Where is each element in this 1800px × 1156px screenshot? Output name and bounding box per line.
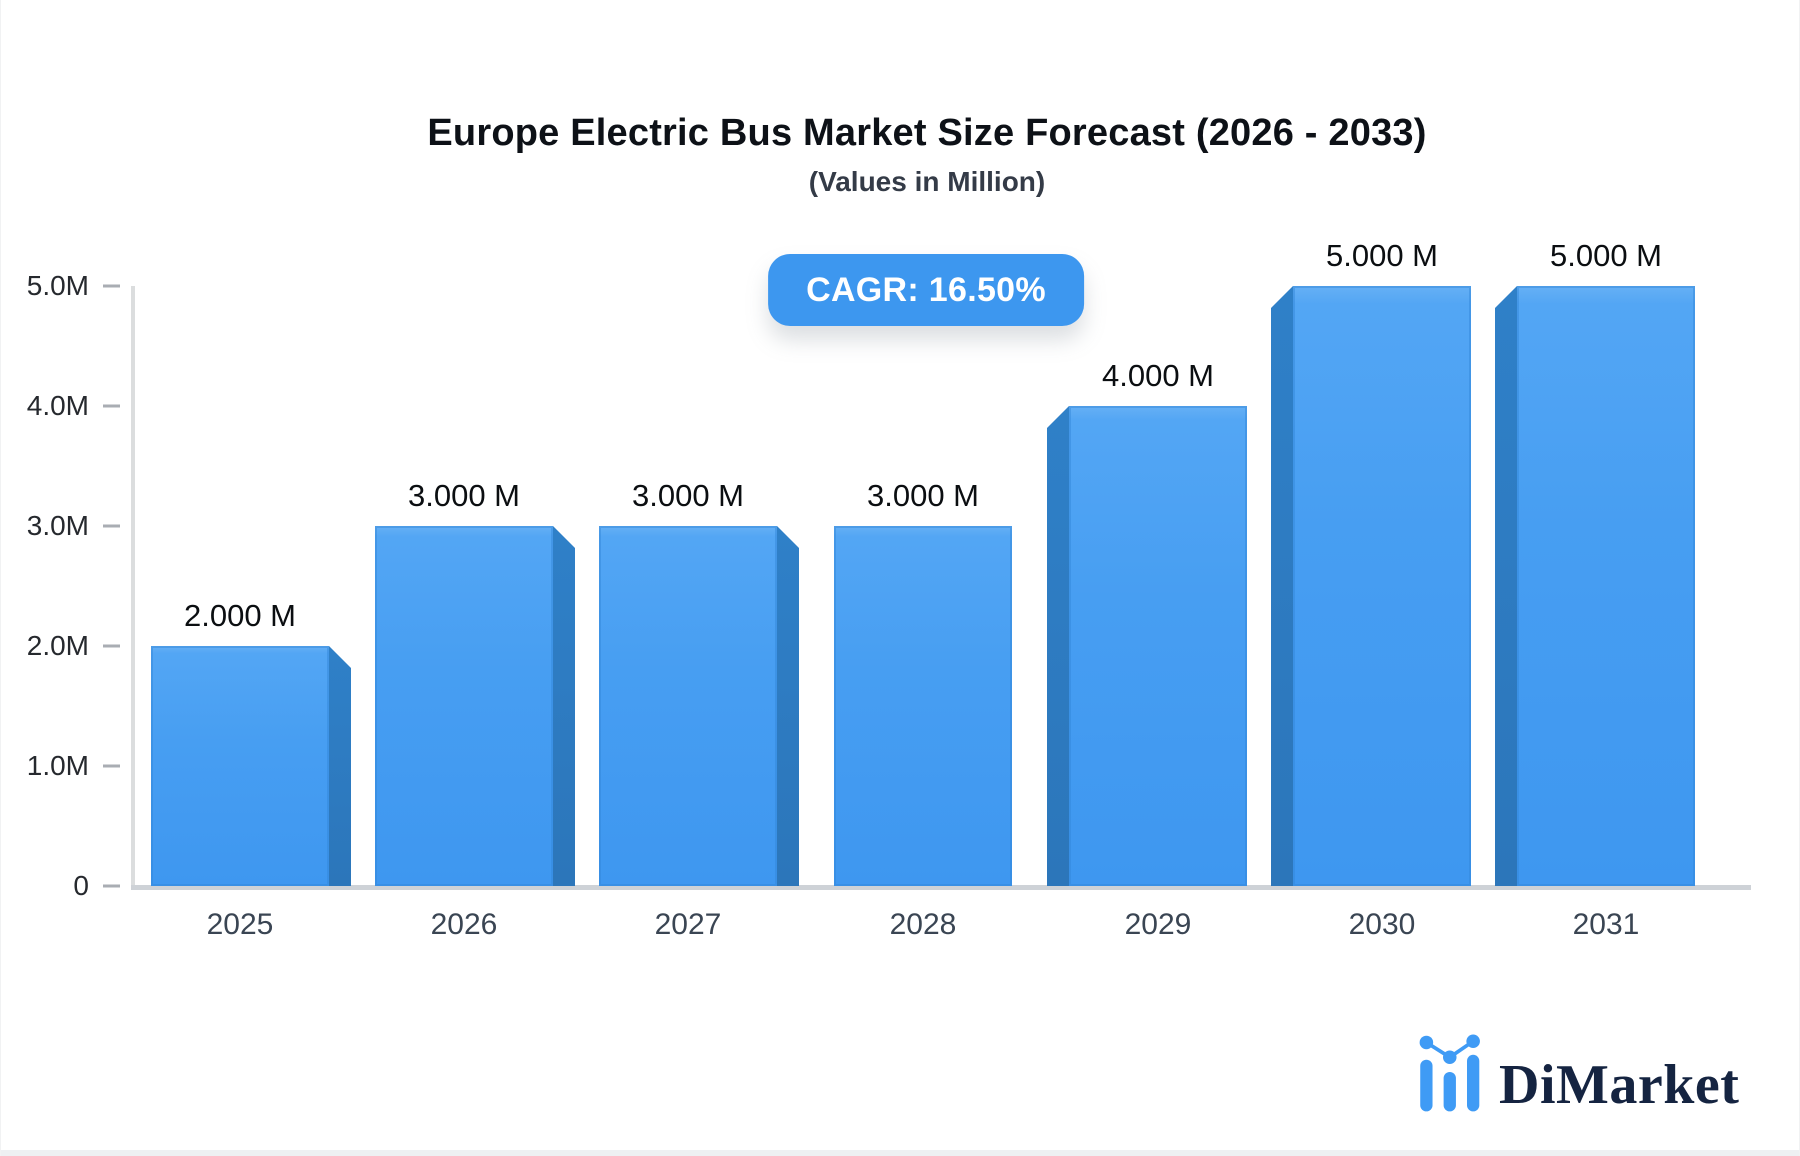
bar-face-2031 [1517, 286, 1695, 886]
cagr-badge: CAGR: 16.50% [768, 254, 1084, 326]
y-axis-tick-mark [103, 884, 120, 888]
page-subtitle: (Values in Million) [808, 166, 1046, 197]
bar-face-2030 [1293, 286, 1471, 886]
x-axis-label-2031: 2031 [1572, 908, 1640, 941]
y-axis-tick-label: 1.0M [26, 750, 89, 781]
x-axis-label-2026: 2026 [430, 908, 498, 941]
bar-chart-plot-area: 5.0M 4.0M 3.0M 2.0M 1.0M 0 2.000 M 2025 3.000 M 2… [27, 238, 1751, 941]
bar-2031 [1495, 286, 1695, 886]
y-axis-tick-label: 5.0M [26, 270, 89, 301]
bar-face-2027 [599, 526, 777, 886]
bar-value-label-2026: 3.000 M [407, 478, 520, 513]
bar-3d-side-2030 [1271, 286, 1293, 886]
bar-value-label-2030: 5.000 M [1325, 238, 1438, 273]
bar-value-label-2031: 5.000 M [1549, 238, 1662, 273]
x-axis-label-2029: 2029 [1124, 908, 1192, 941]
bottom-edge-divider [1, 1150, 1799, 1156]
dimarket-logo-text: DiMarket [1499, 1053, 1740, 1116]
bar-3d-side-2029 [1047, 406, 1069, 886]
bar-2025 [151, 646, 351, 886]
x-axis-label-2030: 2030 [1348, 908, 1416, 941]
bar-2030 [1271, 286, 1471, 886]
x-axis-label-2025: 2025 [206, 908, 274, 941]
bar-3d-side-2026 [553, 526, 575, 886]
bar-face-2028 [834, 526, 1012, 886]
y-axis-tick-mark [103, 644, 120, 648]
bar-face-2029 [1069, 406, 1247, 886]
y-axis-tick-label: 3.0M [26, 510, 89, 541]
bar-2027 [599, 526, 799, 886]
bar-value-label-2027: 3.000 M [631, 478, 744, 513]
bar-3d-side-2025 [329, 646, 351, 886]
bar-3d-side-2027 [777, 526, 799, 886]
y-axis-tick-mark [103, 764, 120, 768]
y-axis-tick-label: 0 [73, 870, 89, 901]
bar-face-2026 [375, 526, 553, 886]
x-axis-label-2028: 2028 [889, 908, 957, 941]
y-axis-line [131, 286, 135, 886]
y-axis-tick-mark [103, 284, 120, 288]
bar-value-label-2029: 4.000 M [1101, 358, 1214, 393]
bar-3d-side-2031 [1495, 286, 1517, 886]
bar-2028 [823, 526, 1023, 886]
y-axis-tick-mark [103, 404, 120, 408]
y-axis-tick-label: 4.0M [26, 390, 89, 421]
mini-bar-chart-icon [1419, 1034, 1480, 1112]
y-axis-tick-label: 2.0M [26, 630, 89, 661]
bar-2026 [375, 526, 575, 886]
dimarket-logo: DiMarket [1419, 1032, 1740, 1116]
x-axis-baseline [131, 885, 1751, 890]
bar-2029 [1047, 406, 1247, 886]
bar-value-label-2025: 2.000 M [183, 598, 296, 633]
x-axis-label-2027: 2027 [654, 908, 722, 941]
y-axis-tick-mark [103, 524, 120, 528]
bar-value-label-2028: 3.000 M [866, 478, 979, 513]
bar-face-2025 [151, 646, 329, 886]
page-title: Europe Electric Bus Market Size Forecast… [427, 112, 1427, 154]
